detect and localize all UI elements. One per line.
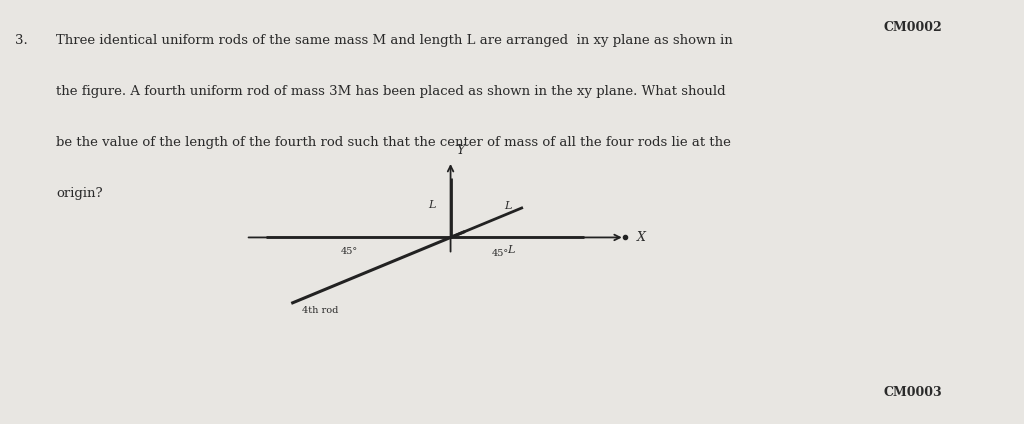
Text: 45°: 45° [341, 247, 357, 256]
Text: CM0003: CM0003 [884, 385, 942, 399]
Text: L: L [504, 201, 512, 211]
Text: the figure. A fourth uniform rod of mass 3M has been placed as shown in the xy p: the figure. A fourth uniform rod of mass… [56, 85, 726, 98]
Text: 45°: 45° [492, 249, 509, 258]
Text: 3.: 3. [15, 34, 28, 47]
Text: L: L [507, 245, 514, 255]
Text: Y: Y [457, 144, 465, 157]
Text: origin?: origin? [56, 187, 103, 200]
Text: Three identical uniform rods of the same mass M and length L are arranged  in xy: Three identical uniform rods of the same… [56, 34, 733, 47]
Text: CM0002: CM0002 [884, 21, 942, 34]
Text: 4th rod: 4th rod [301, 306, 338, 315]
Text: L: L [428, 200, 435, 210]
Text: X: X [637, 231, 646, 244]
Text: be the value of the length of the fourth rod such that the center of mass of all: be the value of the length of the fourth… [56, 136, 731, 149]
